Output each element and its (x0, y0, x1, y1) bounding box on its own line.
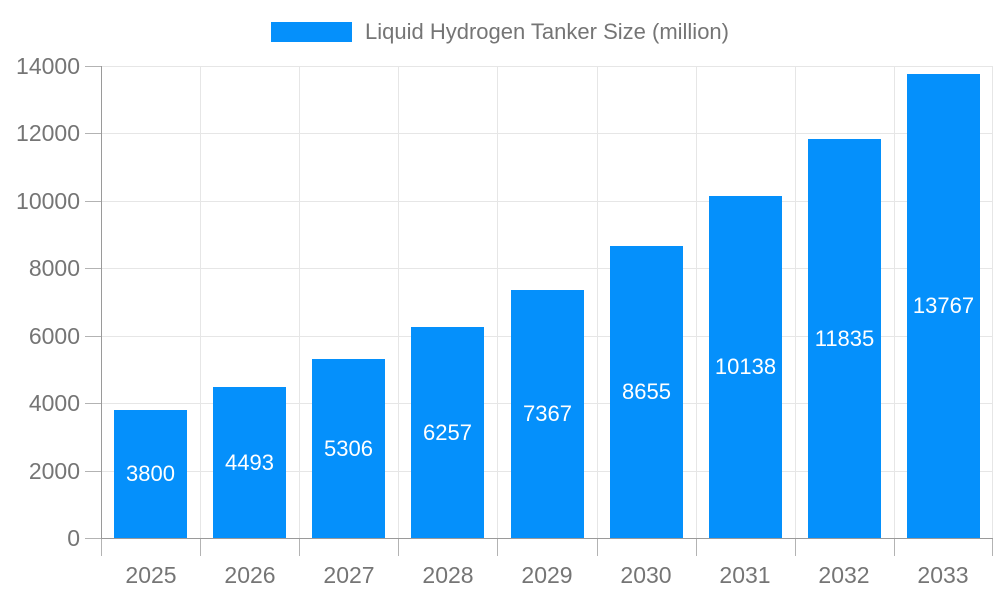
bar-value-label: 8655 (622, 379, 671, 404)
y-axis-tick-label: 10000 (16, 188, 80, 214)
bar[interactable]: 11835 (808, 139, 881, 538)
gridline-vertical (299, 66, 300, 539)
x-axis-category-label: 2033 (917, 562, 969, 588)
bar-value-label: 3800 (126, 461, 175, 486)
x-axis-tick (597, 539, 598, 556)
x-axis-category-label: 2032 (818, 562, 870, 588)
x-axis-category-label: 2028 (422, 562, 474, 588)
y-axis-tick-label: 0 (67, 525, 80, 551)
bar[interactable]: 3800 (114, 410, 187, 538)
legend-swatch (271, 22, 352, 42)
bar-value-label: 11835 (814, 325, 875, 351)
x-axis-tick (497, 539, 498, 556)
gridline-vertical (696, 66, 697, 539)
y-axis-tick (85, 268, 101, 269)
x-axis-line (101, 538, 993, 539)
plot-area: 3800 4493 5306 6257 7367 8655 10138 11835 13767 (101, 66, 993, 539)
bar[interactable]: 10138 (709, 196, 782, 538)
bar-value-label: 7367 (523, 401, 572, 426)
y-axis-tick (85, 201, 101, 202)
gridline-vertical (992, 66, 993, 539)
gridline-vertical (894, 66, 895, 539)
y-axis-tick (85, 403, 101, 404)
y-axis-line (101, 66, 102, 539)
x-axis-category-label: 2029 (521, 562, 573, 588)
x-axis-category-label: 2030 (620, 562, 672, 588)
y-axis-tick (85, 471, 101, 472)
gridline-horizontal (101, 268, 993, 269)
x-axis-tick (299, 539, 300, 556)
x-axis-category-label: 2031 (719, 562, 771, 588)
x-axis-tick (398, 539, 399, 556)
bar-value-label: 4493 (225, 449, 274, 475)
x-axis-category-label: 2025 (125, 562, 177, 588)
gridline-horizontal (101, 66, 993, 67)
gridline-horizontal (101, 201, 993, 202)
gridline-vertical (398, 66, 399, 539)
x-axis-tick (795, 539, 796, 556)
bar-value-label: 5306 (324, 435, 373, 461)
gridline-vertical (200, 66, 201, 539)
bar[interactable]: 6257 (411, 327, 484, 538)
bar[interactable]: 8655 (610, 246, 683, 538)
bar[interactable]: 13767 (907, 74, 980, 538)
bar-value-label: 10138 (714, 354, 777, 379)
bar-value-label: 13767 (912, 293, 975, 318)
bar[interactable]: 7367 (511, 290, 584, 538)
x-axis-category-label: 2027 (323, 562, 375, 588)
x-axis-tick (992, 539, 993, 556)
y-axis-tick-label: 12000 (16, 120, 80, 146)
x-axis-tick (101, 539, 102, 556)
y-axis-tick-label: 6000 (28, 323, 80, 349)
legend: Liquid Hydrogen Tanker Size (million) (0, 18, 1000, 46)
gridline-vertical (497, 66, 498, 539)
y-axis-tick-label: 14000 (16, 53, 80, 79)
x-axis-tick (200, 539, 201, 556)
bar-value-label: 6257 (423, 419, 472, 445)
legend-label: Liquid Hydrogen Tanker Size (million) (365, 19, 729, 44)
gridline-vertical (597, 66, 598, 539)
y-axis-tick (85, 66, 101, 67)
x-axis-tick (894, 539, 895, 556)
x-axis-tick (696, 539, 697, 556)
x-axis-category-label: 2026 (224, 562, 276, 588)
y-axis-tick-label: 2000 (28, 458, 80, 484)
y-axis-tick (85, 133, 101, 134)
y-axis-tick (85, 538, 101, 539)
gridline-vertical (795, 66, 796, 539)
bar[interactable]: 4493 (213, 387, 286, 538)
y-axis-tick-label: 4000 (28, 390, 80, 416)
bar[interactable]: 5306 (312, 359, 385, 538)
y-axis-tick (85, 336, 101, 337)
y-axis-tick-label: 8000 (28, 255, 80, 281)
gridline-horizontal (101, 133, 993, 134)
